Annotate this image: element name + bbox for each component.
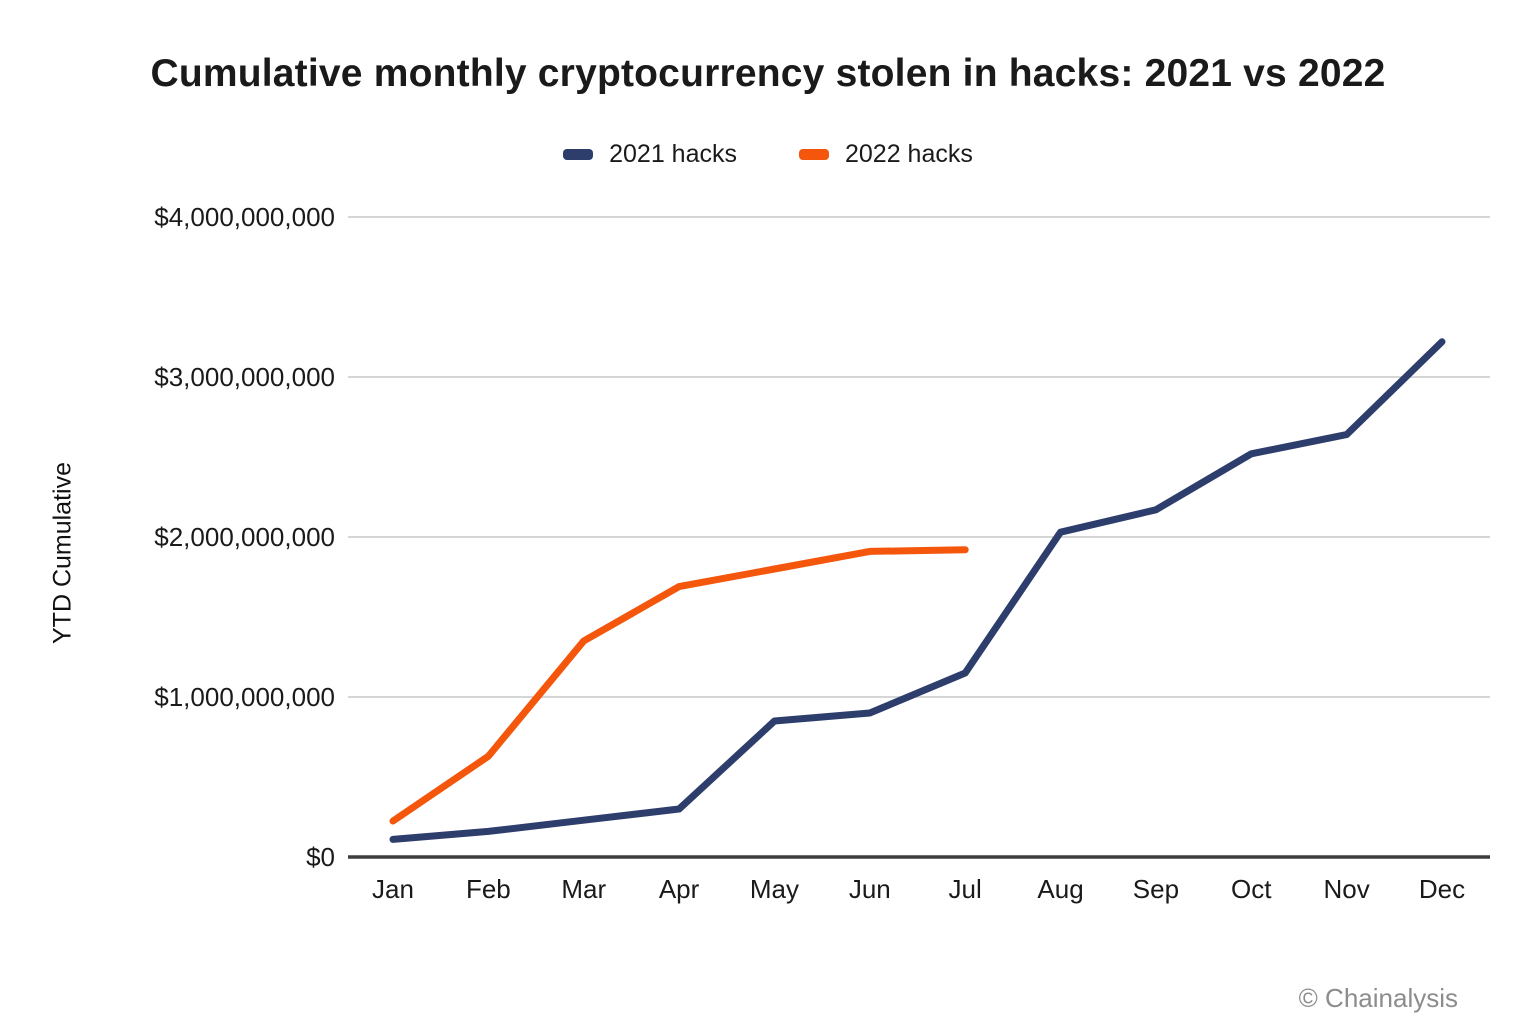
chart-title: Cumulative monthly cryptocurrency stolen… bbox=[150, 52, 1386, 95]
legend-item-2022: 2022 hacks bbox=[799, 140, 973, 169]
y-tick-label: $1,000,000,000 bbox=[154, 682, 335, 712]
x-tick-label: Oct bbox=[1231, 874, 1272, 904]
x-tick-label: Apr bbox=[659, 874, 700, 904]
legend-label-2021: 2021 hacks bbox=[609, 140, 737, 168]
legend-item-2021: 2021 hacks bbox=[563, 140, 737, 169]
x-tick-label: Sep bbox=[1133, 874, 1179, 904]
legend-swatch-2022-icon bbox=[799, 149, 829, 160]
x-tick-label: Jul bbox=[949, 874, 982, 904]
x-tick-label: Aug bbox=[1037, 874, 1083, 904]
legend-label-2022: 2022 hacks bbox=[845, 140, 973, 168]
y-tick-label: $4,000,000,000 bbox=[154, 202, 335, 232]
legend-swatch-2021-icon bbox=[563, 149, 594, 160]
x-tick-label: Jan bbox=[372, 874, 414, 904]
watermark: © Chainalysis bbox=[1298, 983, 1458, 1013]
x-tick-label: Jun bbox=[849, 874, 891, 904]
x-tick-label: Feb bbox=[466, 874, 511, 904]
y-tick-label: $2,000,000,000 bbox=[154, 522, 335, 552]
x-tick-label: Dec bbox=[1419, 874, 1465, 904]
x-tick-label: Mar bbox=[561, 874, 606, 904]
y-tick-label: $0 bbox=[306, 842, 335, 872]
legend: 2021 hacks 2022 hacks bbox=[0, 140, 1536, 169]
x-tick-label: May bbox=[750, 874, 799, 904]
y-tick-label: $3,000,000,000 bbox=[154, 362, 335, 392]
x-tick-label: Nov bbox=[1324, 874, 1370, 904]
series-line-2022 bbox=[389, 546, 969, 825]
series-line-2021 bbox=[389, 338, 1446, 843]
